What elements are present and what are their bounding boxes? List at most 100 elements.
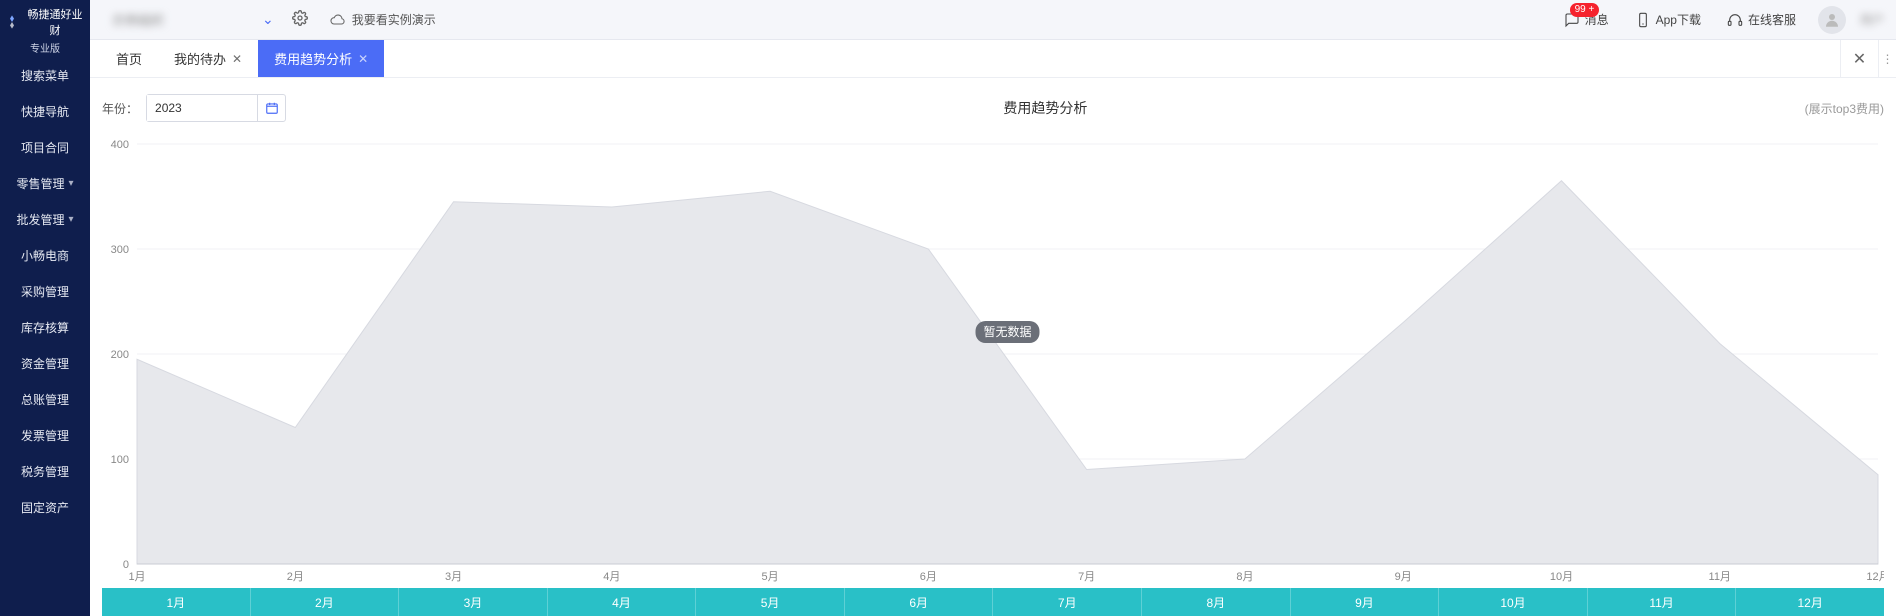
sidebar-item[interactable]: 税务管理 bbox=[0, 453, 90, 489]
tabs: 首页我的待办✕ 费用趋势分析 ✕ ✕ ⋮ bbox=[90, 40, 1896, 78]
year-input[interactable] bbox=[146, 94, 286, 122]
demo-link[interactable]: 我要看实例演示 bbox=[330, 11, 436, 28]
sidebar-item[interactable]: 固定资产 bbox=[0, 489, 90, 525]
sidebar-item[interactable]: 项目合同 bbox=[0, 129, 90, 165]
messages-button[interactable]: 99 + 消息 bbox=[1564, 11, 1609, 28]
svg-text:12月: 12月 bbox=[1866, 571, 1884, 583]
sidebar-item[interactable]: 搜索菜单 bbox=[0, 57, 90, 93]
org-selector[interactable]: 示例组织 ⌄ bbox=[102, 6, 284, 33]
calendar-icon[interactable] bbox=[257, 95, 285, 121]
cloud-icon bbox=[330, 12, 346, 28]
month-cell[interactable]: 7月 bbox=[993, 588, 1142, 616]
month-cell[interactable]: 2月 bbox=[251, 588, 400, 616]
sidebar-item-label: 总账管理 bbox=[21, 391, 69, 408]
avatar[interactable] bbox=[1818, 6, 1846, 34]
sidebar-item-label: 批发管理 bbox=[16, 211, 64, 228]
brand-edition: 专业版 bbox=[4, 40, 86, 55]
headset-icon bbox=[1727, 12, 1743, 28]
svg-text:11月: 11月 bbox=[1709, 571, 1731, 583]
sidebar-item[interactable]: 资金管理 bbox=[0, 345, 90, 381]
gear-icon[interactable] bbox=[292, 10, 308, 29]
tab-more-button[interactable]: ⋮ bbox=[1878, 40, 1896, 77]
sidebar-item[interactable]: 快捷导航 bbox=[0, 93, 90, 129]
sidebar-item-label: 小畅电商 bbox=[21, 247, 69, 264]
month-cell[interactable]: 8月 bbox=[1142, 588, 1291, 616]
chevron-down-icon: ▾ bbox=[68, 178, 73, 189]
sidebar-item-label: 零售管理 bbox=[16, 175, 64, 192]
svg-text:7月: 7月 bbox=[1078, 571, 1095, 583]
messages-badge: 99 + bbox=[1570, 3, 1600, 17]
svg-text:100: 100 bbox=[111, 454, 129, 466]
sidebar-item[interactable]: 发票管理 bbox=[0, 417, 90, 453]
svg-text:4月: 4月 bbox=[603, 571, 620, 583]
svg-text:2月: 2月 bbox=[287, 571, 304, 583]
user-icon bbox=[1823, 11, 1841, 29]
brand-logo-icon bbox=[4, 14, 20, 30]
svg-text:300: 300 bbox=[111, 244, 129, 256]
month-cell[interactable]: 11月 bbox=[1588, 588, 1737, 616]
sidebar-item-label: 采购管理 bbox=[21, 283, 69, 300]
sidebar-item[interactable]: 总账管理 bbox=[0, 381, 90, 417]
brand: 畅捷通好业财 专业版 bbox=[0, 0, 90, 57]
month-cell[interactable]: 3月 bbox=[399, 588, 548, 616]
svg-text:3月: 3月 bbox=[445, 571, 462, 583]
month-cell[interactable]: 4月 bbox=[548, 588, 697, 616]
tab[interactable]: 首页 bbox=[100, 40, 158, 77]
sidebar-item-label: 搜索菜单 bbox=[21, 67, 69, 84]
chart-note: (展示top3费用) bbox=[1805, 100, 1884, 117]
svg-text:0: 0 bbox=[123, 559, 129, 571]
tab-label: 费用趋势分析 bbox=[274, 49, 352, 68]
sidebar-item[interactable]: 库存核算 bbox=[0, 309, 90, 345]
org-name: 示例组织 bbox=[112, 10, 252, 29]
sidebar: 畅捷通好业财 专业版 搜索菜单快捷导航项目合同零售管理 ▾ 批发管理 ▾ 小畅电商采购管… bbox=[0, 0, 90, 616]
month-cell[interactable]: 9月 bbox=[1291, 588, 1440, 616]
app-download-label: App下载 bbox=[1656, 11, 1701, 28]
svg-text:暂无数据: 暂无数据 bbox=[983, 324, 1031, 339]
sidebar-item[interactable]: 零售管理 ▾ bbox=[0, 165, 90, 201]
sidebar-item-label: 税务管理 bbox=[21, 463, 69, 480]
demo-link-label: 我要看实例演示 bbox=[352, 11, 436, 28]
content: 年份： 费用趋势分析 (展示top3费用) 01002003004001月2月3… bbox=[90, 78, 1896, 616]
customer-service-label: 在线客服 bbox=[1748, 11, 1796, 28]
year-field[interactable] bbox=[147, 95, 257, 121]
tab-label: 首页 bbox=[116, 49, 142, 68]
customer-service-button[interactable]: 在线客服 bbox=[1727, 11, 1796, 28]
month-cell[interactable]: 6月 bbox=[845, 588, 994, 616]
month-cell[interactable]: 1月 bbox=[102, 588, 251, 616]
tab-close-all-button[interactable]: ✕ bbox=[1840, 40, 1878, 77]
topbar: 示例组织 ⌄ 我要看实例演示 99 + 消息 App下载 在 bbox=[90, 0, 1896, 40]
svg-text:9月: 9月 bbox=[1395, 571, 1412, 583]
chart-title: 费用趋势分析 bbox=[286, 98, 1805, 118]
month-strip: 1月2月3月4月5月6月7月8月9月10月11月12月 bbox=[102, 588, 1884, 616]
close-icon[interactable]: ✕ bbox=[232, 52, 242, 66]
filter-row: 年份： 费用趋势分析 (展示top3费用) bbox=[102, 92, 1884, 124]
sidebar-item-label: 项目合同 bbox=[21, 139, 69, 156]
svg-text:10月: 10月 bbox=[1550, 571, 1573, 583]
chevron-down-icon: ▾ bbox=[68, 214, 73, 225]
sidebar-item-label: 固定资产 bbox=[21, 499, 69, 516]
svg-text:200: 200 bbox=[111, 349, 129, 361]
chart-svg: 01002003004001月2月3月4月5月6月7月8月9月10月11月12月… bbox=[102, 134, 1884, 586]
tab[interactable]: 我的待办✕ bbox=[158, 40, 258, 77]
sidebar-item[interactable]: 小畅电商 bbox=[0, 237, 90, 273]
avatar-name: 用户 bbox=[1860, 11, 1884, 28]
sidebar-item-label: 快捷导航 bbox=[21, 103, 69, 120]
chart: 01002003004001月2月3月4月5月6月7月8月9月10月11月12月… bbox=[102, 134, 1884, 586]
svg-text:400: 400 bbox=[111, 139, 129, 151]
month-cell[interactable]: 10月 bbox=[1439, 588, 1588, 616]
app-download-button[interactable]: App下载 bbox=[1635, 11, 1701, 28]
mobile-icon bbox=[1635, 12, 1651, 28]
tab[interactable]: 费用趋势分析 ✕ bbox=[258, 40, 384, 77]
close-icon[interactable]: ✕ bbox=[358, 52, 368, 66]
month-cell[interactable]: 12月 bbox=[1736, 588, 1884, 616]
year-label: 年份： bbox=[102, 100, 138, 117]
sidebar-item-label: 发票管理 bbox=[21, 427, 69, 444]
svg-text:8月: 8月 bbox=[1236, 571, 1253, 583]
sidebar-item[interactable]: 批发管理 ▾ bbox=[0, 201, 90, 237]
sidebar-item[interactable]: 采购管理 bbox=[0, 273, 90, 309]
sidebar-item-label: 资金管理 bbox=[21, 355, 69, 372]
svg-text:1月: 1月 bbox=[128, 571, 145, 583]
svg-text:5月: 5月 bbox=[762, 571, 779, 583]
month-cell[interactable]: 5月 bbox=[696, 588, 845, 616]
side-menu: 搜索菜单快捷导航项目合同零售管理 ▾ 批发管理 ▾ 小畅电商采购管理库存核算资金管理总账… bbox=[0, 57, 90, 616]
